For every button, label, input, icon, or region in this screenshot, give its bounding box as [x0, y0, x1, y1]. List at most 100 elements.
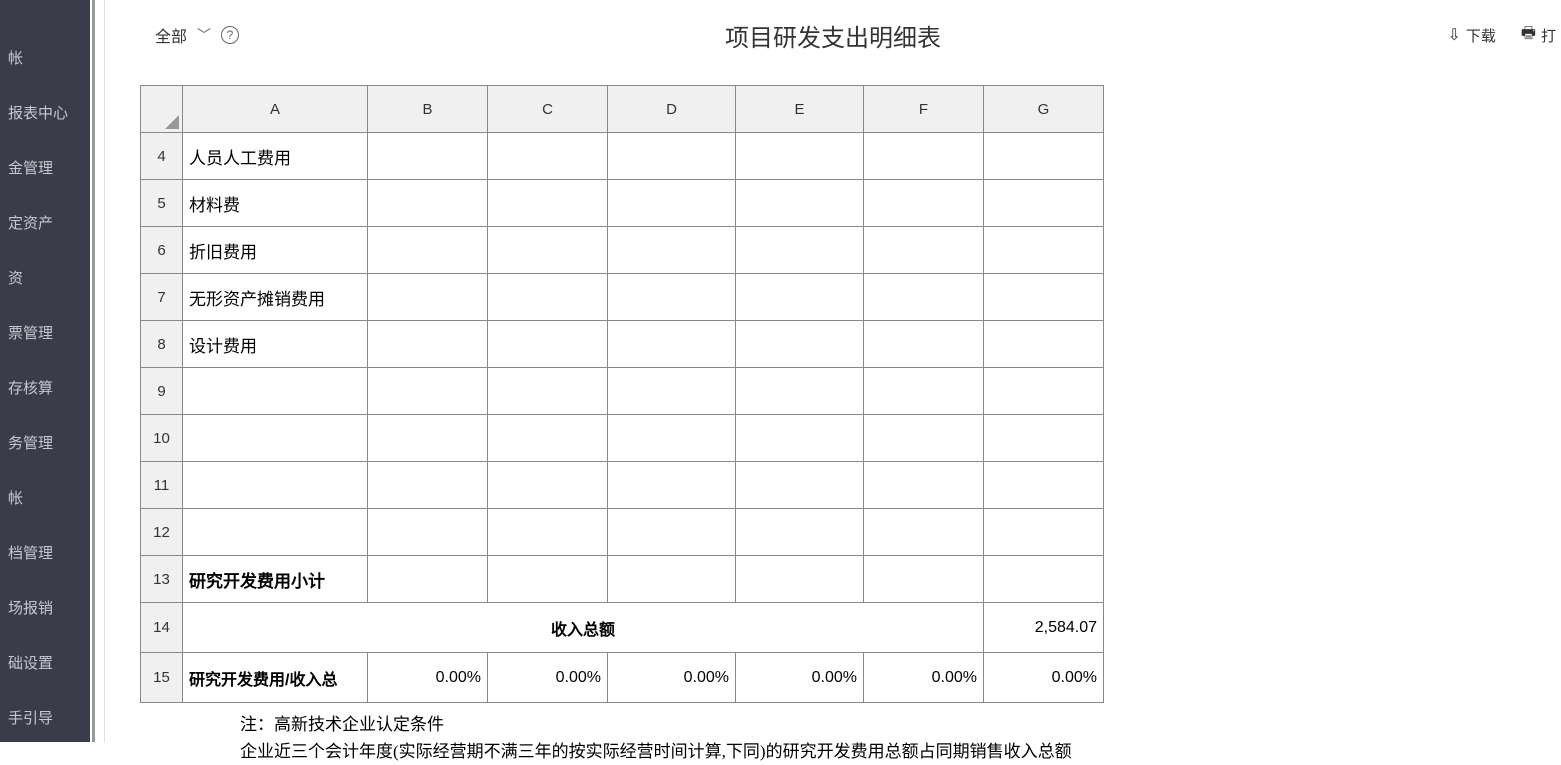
cell[interactable]	[864, 415, 984, 462]
cell[interactable]	[608, 462, 736, 509]
cell[interactable]	[488, 133, 608, 180]
cell[interactable]	[864, 509, 984, 556]
cell[interactable]	[608, 556, 736, 603]
cell[interactable]	[984, 133, 1104, 180]
cell[interactable]	[736, 227, 864, 274]
cell[interactable]	[864, 133, 984, 180]
sidebar-item-8[interactable]: 帐	[0, 470, 90, 525]
cell[interactable]	[368, 274, 488, 321]
col-header-d[interactable]: D	[608, 86, 736, 133]
cell[interactable]	[368, 321, 488, 368]
cell[interactable]	[736, 180, 864, 227]
cell[interactable]	[183, 415, 368, 462]
download-button[interactable]: ⇩ 下载	[1447, 25, 1495, 46]
cell[interactable]	[736, 556, 864, 603]
cell[interactable]	[488, 368, 608, 415]
sidebar-item-7[interactable]: 务管理	[0, 415, 90, 470]
cell[interactable]	[984, 368, 1104, 415]
cell[interactable]	[608, 368, 736, 415]
col-header-c[interactable]: C	[488, 86, 608, 133]
sidebar-item-9[interactable]: 档管理	[0, 525, 90, 580]
col-header-a[interactable]: A	[183, 86, 368, 133]
cell[interactable]	[608, 133, 736, 180]
sidebar-item-12[interactable]: 手引导	[0, 690, 90, 745]
row-header[interactable]: 11	[141, 462, 183, 509]
cell[interactable]	[984, 556, 1104, 603]
row-header[interactable]: 14	[141, 603, 183, 653]
cell[interactable]	[608, 274, 736, 321]
cell[interactable]	[368, 556, 488, 603]
cell[interactable]	[736, 509, 864, 556]
cell[interactable]	[736, 274, 864, 321]
sidebar-item-3[interactable]: 定资产	[0, 195, 90, 250]
cell[interactable]: 无形资产摊销费用	[183, 274, 368, 321]
cell[interactable]	[984, 180, 1104, 227]
row-header[interactable]: 9	[141, 368, 183, 415]
cell[interactable]: 0.00%	[608, 653, 736, 703]
cell[interactable]	[736, 368, 864, 415]
cell[interactable]	[984, 274, 1104, 321]
cell[interactable]: 0.00%	[984, 653, 1104, 703]
col-header-b[interactable]: B	[368, 86, 488, 133]
cell[interactable]: 0.00%	[488, 653, 608, 703]
table-row[interactable]: 4 人员人工费用	[141, 133, 1104, 180]
help-icon[interactable]: ?	[221, 26, 239, 44]
cell[interactable]	[736, 133, 864, 180]
cell[interactable]	[488, 462, 608, 509]
table-row[interactable]: 13 研究开发费用小计	[141, 556, 1104, 603]
row-header[interactable]: 8	[141, 321, 183, 368]
cell[interactable]	[488, 227, 608, 274]
cell[interactable]	[736, 462, 864, 509]
cell[interactable]	[368, 509, 488, 556]
row-header[interactable]: 4	[141, 133, 183, 180]
table-row[interactable]: 14 收入总额 2,584.07	[141, 603, 1104, 653]
cell[interactable]: 研究开发费用/收入总	[183, 653, 368, 703]
cell[interactable]	[368, 415, 488, 462]
cell[interactable]	[984, 462, 1104, 509]
row-header[interactable]: 5	[141, 180, 183, 227]
panel-divider[interactable]	[90, 0, 105, 742]
sidebar-item-1[interactable]: 报表中心	[0, 85, 90, 140]
sidebar-item-0[interactable]: 帐	[0, 30, 90, 85]
cell[interactable]	[984, 509, 1104, 556]
cell[interactable]: 人员人工费用	[183, 133, 368, 180]
corner-cell[interactable]	[141, 86, 183, 133]
cell[interactable]	[368, 227, 488, 274]
filter-dropdown[interactable]: 全部 ﹀ ?	[155, 23, 239, 47]
sidebar-item-2[interactable]: 金管理	[0, 140, 90, 195]
cell[interactable]	[183, 368, 368, 415]
cell[interactable]: 设计费用	[183, 321, 368, 368]
table-row[interactable]: 7 无形资产摊销费用	[141, 274, 1104, 321]
sidebar-item-6[interactable]: 存核算	[0, 360, 90, 415]
sheet-table[interactable]: A B C D E F G 4 人员人工费用 5 材料费	[140, 85, 1104, 703]
table-row[interactable]: 5 材料费	[141, 180, 1104, 227]
cell[interactable]	[984, 415, 1104, 462]
table-row[interactable]: 6 折旧费用	[141, 227, 1104, 274]
cell[interactable]	[608, 180, 736, 227]
row-header[interactable]: 13	[141, 556, 183, 603]
table-row[interactable]: 15 研究开发费用/收入总 0.00% 0.00% 0.00% 0.00% 0.…	[141, 653, 1104, 703]
row-header[interactable]: 7	[141, 274, 183, 321]
cell[interactable]	[488, 509, 608, 556]
cell[interactable]	[368, 368, 488, 415]
sidebar-item-5[interactable]: 票管理	[0, 305, 90, 360]
cell[interactable]	[864, 368, 984, 415]
row-header[interactable]: 10	[141, 415, 183, 462]
cell[interactable]	[864, 274, 984, 321]
cell[interactable]	[488, 274, 608, 321]
sidebar-item-4[interactable]: 资	[0, 250, 90, 305]
row-header[interactable]: 6	[141, 227, 183, 274]
income-total-label[interactable]: 收入总额	[183, 603, 984, 653]
sidebar-item-10[interactable]: 场报销	[0, 580, 90, 635]
cell[interactable]	[864, 321, 984, 368]
print-button[interactable]: 🖶 打	[1521, 22, 1556, 49]
cell[interactable]	[183, 509, 368, 556]
cell[interactable]	[864, 462, 984, 509]
cell[interactable]: 研究开发费用小计	[183, 556, 368, 603]
cell[interactable]	[864, 556, 984, 603]
cell[interactable]	[608, 415, 736, 462]
cell[interactable]	[368, 180, 488, 227]
cell[interactable]: 0.00%	[864, 653, 984, 703]
col-header-f[interactable]: F	[864, 86, 984, 133]
cell[interactable]: 0.00%	[736, 653, 864, 703]
